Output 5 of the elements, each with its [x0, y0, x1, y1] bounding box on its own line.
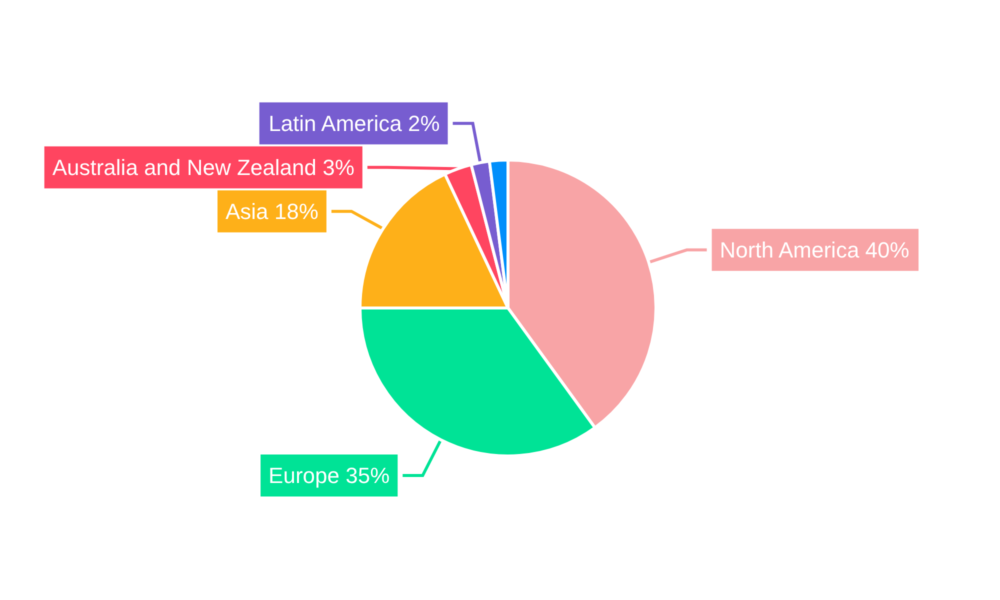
slice-label: Australia and New Zealand 3%: [52, 154, 354, 180]
slice-label: North America 40%: [720, 237, 910, 262]
slice-label: Latin America 2%: [268, 110, 440, 136]
slice-label: Europe 35%: [268, 463, 390, 488]
slice-label: Asia 18%: [225, 198, 318, 224]
